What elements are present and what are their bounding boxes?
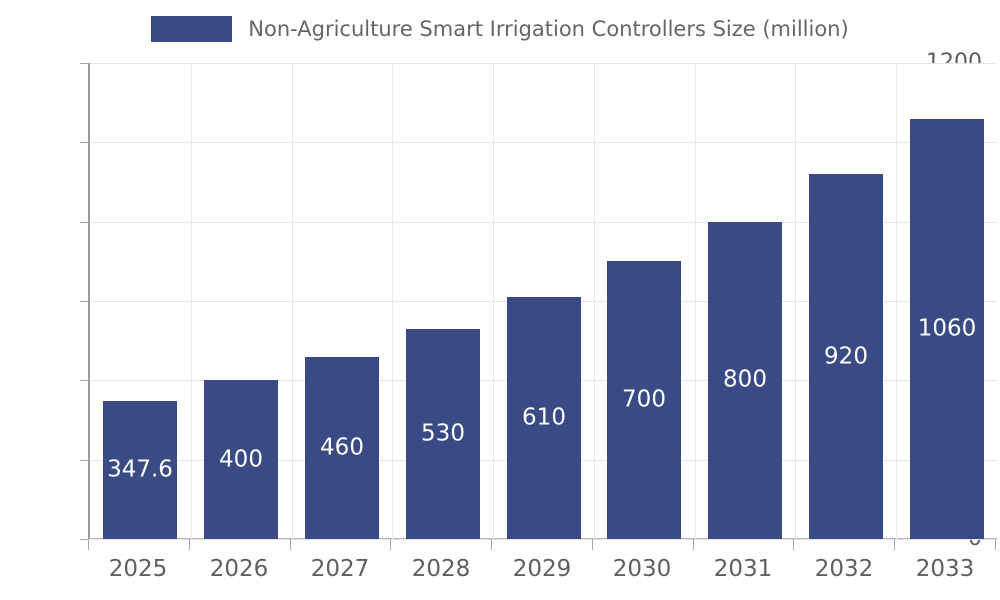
x-axis-tick-label: 2030 bbox=[612, 556, 672, 582]
x-axis-tick-label: 2032 bbox=[814, 556, 874, 582]
x-axis-tick-mark bbox=[390, 539, 391, 550]
y-axis-tick-mark bbox=[80, 142, 88, 144]
bar[interactable]: 347.6 bbox=[103, 401, 177, 539]
y-axis-tick-mark bbox=[80, 380, 88, 382]
bar-value-label: 460 bbox=[320, 434, 364, 461]
gridline-horizontal bbox=[90, 539, 997, 540]
bar[interactable]: 1060 bbox=[910, 118, 984, 539]
bar-value-label: 700 bbox=[622, 386, 666, 413]
gridline-vertical bbox=[493, 63, 494, 539]
plot-area: 347.6 400 460 530 610 700 800 920 1060 bbox=[88, 63, 997, 540]
gridline-horizontal bbox=[90, 63, 997, 64]
gridline-vertical bbox=[795, 63, 796, 539]
bar-value-label: 530 bbox=[421, 420, 465, 447]
x-axis-tick-mark bbox=[793, 539, 794, 550]
bar[interactable]: 460 bbox=[305, 356, 379, 539]
gridline-horizontal bbox=[90, 221, 997, 223]
gridline-vertical bbox=[292, 63, 293, 539]
gridline-vertical bbox=[695, 63, 696, 539]
bar[interactable]: 610 bbox=[507, 297, 581, 539]
x-axis-tick-mark bbox=[88, 539, 89, 550]
x-axis-tick-mark bbox=[592, 539, 593, 550]
bar[interactable]: 920 bbox=[809, 174, 883, 539]
x-axis-tick-mark bbox=[995, 539, 996, 550]
bar-value-label: 610 bbox=[522, 404, 566, 431]
plot-inner: 347.6 400 460 530 610 700 800 920 1060 bbox=[90, 63, 997, 540]
bar[interactable]: 530 bbox=[406, 328, 480, 539]
y-axis-tick-mark bbox=[80, 301, 88, 302]
gridline-vertical bbox=[392, 63, 393, 539]
x-axis-tick-mark bbox=[491, 539, 492, 550]
gridline-horizontal bbox=[90, 142, 997, 144]
x-axis-tick-label: 2028 bbox=[411, 556, 471, 582]
x-axis-tick-label: 2029 bbox=[512, 556, 572, 582]
y-axis-tick-mark bbox=[80, 459, 88, 461]
y-axis-tick-mark bbox=[80, 539, 88, 540]
bar-value-label: 347.6 bbox=[107, 456, 173, 483]
x-axis-tick-label: 2031 bbox=[713, 556, 773, 582]
bar-value-label: 800 bbox=[723, 366, 767, 393]
legend-entry-0[interactable]: Non-Agriculture Smart Irrigation Control… bbox=[151, 16, 849, 42]
y-axis-tick-mark bbox=[80, 63, 88, 64]
chart-legend: Non-Agriculture Smart Irrigation Control… bbox=[0, 0, 1000, 58]
x-axis-tick-mark bbox=[894, 539, 895, 550]
bar[interactable]: 800 bbox=[708, 221, 782, 539]
x-axis-tick-mark bbox=[290, 539, 291, 550]
x-axis-tick-mark bbox=[189, 539, 190, 550]
bar[interactable]: 700 bbox=[607, 261, 681, 539]
x-axis-tick-label: 2033 bbox=[915, 556, 975, 582]
gridline-vertical bbox=[594, 63, 595, 539]
x-axis-tick-label: 2025 bbox=[108, 556, 168, 582]
x-axis-tick-label: 2027 bbox=[310, 556, 370, 582]
bar-value-label: 400 bbox=[219, 446, 263, 473]
x-axis-tick-mark bbox=[693, 539, 694, 550]
bar-value-label: 1060 bbox=[917, 315, 977, 342]
legend-entry-label: Non-Agriculture Smart Irrigation Control… bbox=[248, 16, 849, 41]
x-axis-tick-label: 2026 bbox=[209, 556, 269, 582]
gridline-vertical bbox=[896, 63, 897, 539]
legend-color-swatch bbox=[151, 16, 233, 42]
gridline-vertical bbox=[191, 63, 192, 539]
bar[interactable]: 400 bbox=[204, 380, 278, 539]
y-axis-tick-mark bbox=[80, 221, 88, 223]
bar-value-label: 920 bbox=[824, 343, 868, 370]
